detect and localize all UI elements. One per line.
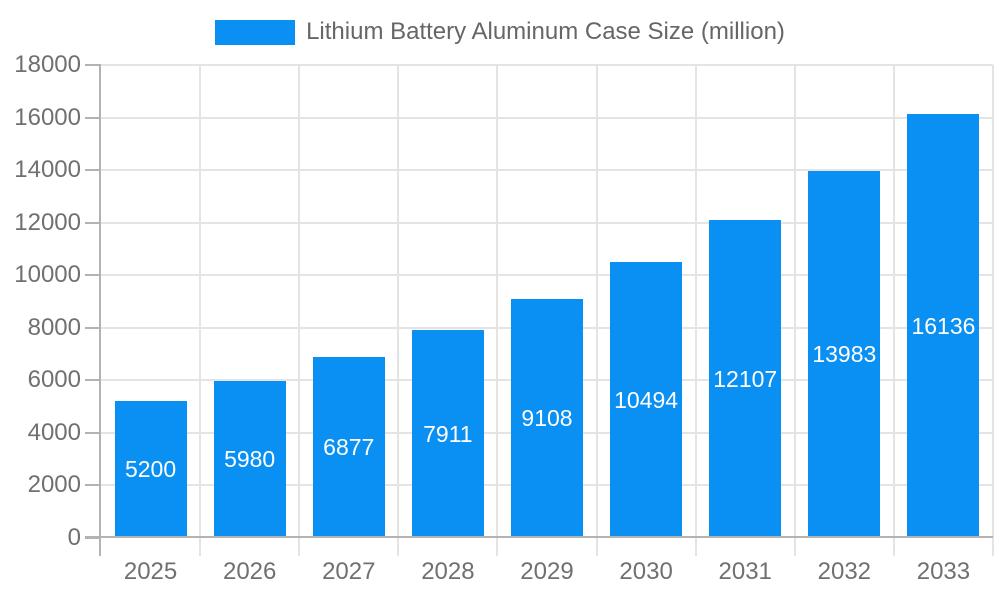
bar-value-label: 7911: [423, 420, 473, 447]
x-axis-label: 2028: [421, 558, 475, 585]
bar-value-label: 5200: [124, 456, 177, 482]
bar-2029[interactable]: 9108: [511, 299, 583, 538]
y-axis-label: 18000: [14, 51, 81, 78]
x-axis-line: [85, 536, 993, 538]
x-axis-label: 2031: [718, 558, 772, 585]
x-axis-label: 2026: [222, 558, 277, 585]
y-tick: [85, 274, 101, 277]
plot-area: 0 2000 4000 6000 8000 10000 12000 14000 16000 180…: [14, 51, 994, 585]
y-axis-label: 8000: [27, 313, 81, 341]
x-gridline: [595, 65, 598, 556]
bar-2028[interactable]: 7911: [411, 330, 484, 538]
x-gridline: [298, 65, 301, 556]
y-tick: [85, 221, 101, 224]
y-axis-label: 12000: [14, 208, 81, 236]
bar-value-label: 5980: [224, 446, 276, 472]
y-tick: [85, 169, 101, 172]
bar-2033[interactable]: 16136: [907, 114, 980, 538]
x-gridline: [694, 65, 697, 556]
bar-value-label: 6877: [323, 434, 375, 460]
y-tick: [85, 116, 101, 119]
y-tick: [85, 484, 101, 487]
y-tick: [85, 64, 101, 66]
y-gridline: [101, 274, 993, 277]
y-axis-line: [99, 65, 101, 556]
y-tick: [85, 431, 101, 434]
bar-2025[interactable]: 5200: [114, 401, 187, 538]
y-axis-label: 14000: [14, 156, 81, 184]
legend[interactable]: Lithium Battery Aluminum Case Size (mill…: [0, 18, 1000, 46]
y-gridline: [101, 221, 993, 224]
y-tick: [85, 537, 101, 539]
y-tick: [85, 326, 101, 329]
bar-2032[interactable]: 13983: [808, 171, 881, 538]
x-axis-label: 2033: [916, 558, 971, 585]
bar-2027[interactable]: 6877: [312, 357, 385, 538]
x-gridline: [397, 65, 400, 556]
y-axis-label: 10000: [14, 261, 81, 289]
bar-value-label: 16136: [911, 312, 976, 339]
legend-label: Lithium Battery Aluminum Case Size (mill…: [306, 18, 785, 45]
x-axis-label: 2027: [322, 558, 376, 585]
x-axis-label: 2029: [520, 558, 574, 585]
x-gridline: [793, 65, 796, 556]
y-gridline: [101, 169, 993, 172]
bar-2026[interactable]: 5980: [213, 381, 286, 538]
x-axis-label: 2030: [619, 558, 673, 585]
bar-value-label: 13983: [812, 341, 877, 367]
legend-swatch-icon: [215, 19, 296, 45]
y-axis-label: 0: [67, 524, 81, 551]
x-gridline: [496, 65, 499, 556]
bar-value-label: 12107: [713, 365, 778, 392]
y-axis-label: 16000: [14, 103, 81, 131]
x-gridline: [992, 65, 994, 556]
bar-value-label: 9108: [521, 405, 573, 431]
x-axis-label: 2025: [123, 558, 178, 585]
y-axis-label: 6000: [27, 366, 81, 394]
y-axis-label: 2000: [27, 471, 81, 499]
bar-2030[interactable]: 10494: [610, 262, 683, 538]
bar-value-label: 10494: [614, 386, 679, 413]
x-axis-label: 2032: [817, 558, 872, 585]
y-gridline: [101, 116, 993, 119]
x-gridline: [199, 65, 202, 556]
y-tick: [85, 379, 101, 382]
bar-2031[interactable]: 12107: [709, 220, 782, 538]
y-axis-label: 4000: [27, 418, 81, 446]
x-gridline: [892, 65, 895, 556]
y-gridline: [101, 64, 993, 66]
